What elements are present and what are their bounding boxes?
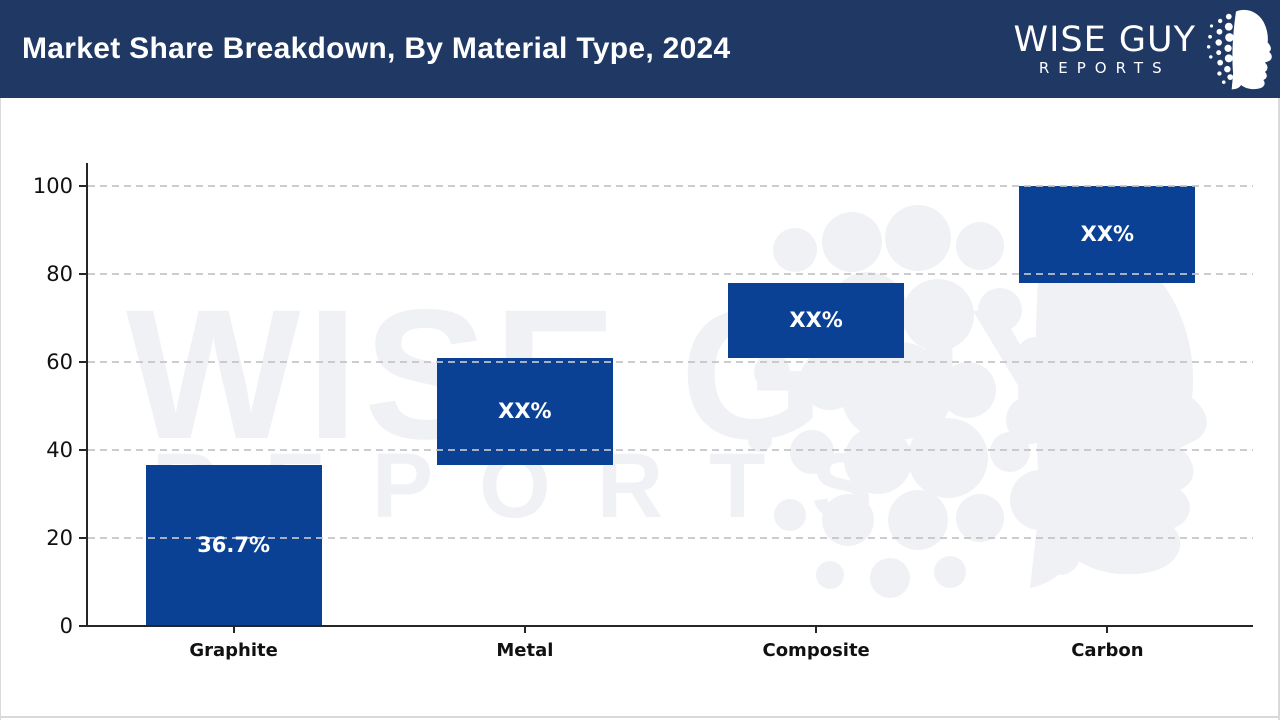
bar-value-label: XX%	[498, 399, 552, 424]
y-tick-mark	[79, 361, 86, 363]
y-tick-label: 100	[32, 174, 73, 198]
y-tick-mark	[79, 185, 86, 187]
page-border-right	[1278, 98, 1280, 720]
x-tick-label: Composite	[762, 640, 870, 661]
bar	[145, 464, 322, 626]
logo-head-icon	[1206, 9, 1272, 90]
y-tick-label: 20	[46, 526, 73, 550]
x-tick-mark	[815, 627, 818, 633]
gridline	[88, 185, 1253, 187]
gridline	[88, 273, 1253, 275]
x-tick-mark	[232, 627, 235, 633]
gridline	[88, 537, 1253, 539]
y-tick-label: 40	[46, 438, 73, 462]
y-tick-label: 60	[46, 350, 73, 374]
gridline	[88, 449, 1253, 451]
y-tick-label: 80	[46, 262, 73, 286]
y-tick-label: 0	[59, 614, 73, 638]
y-tick-mark	[79, 625, 86, 627]
bar-value-label: XX%	[1080, 222, 1135, 247]
logo-text: WISE GUY REPORTS	[1013, 22, 1196, 77]
x-tick-mark	[523, 627, 526, 633]
gridline	[88, 361, 1253, 363]
x-tick-label: Metal	[496, 640, 554, 661]
header: Market Share Breakdown, By Material Type…	[0, 0, 1280, 98]
y-tick-mark	[79, 537, 86, 539]
page-border-left	[0, 98, 1, 720]
x-tick-label: Graphite	[189, 640, 278, 661]
x-axis-line	[86, 625, 1253, 627]
logo-subtitle: REPORTS	[1038, 58, 1171, 77]
bar-value-label: XX%	[789, 308, 843, 333]
y-axis-line	[86, 163, 88, 627]
bar	[436, 357, 613, 465]
y-tick-mark	[79, 273, 86, 275]
logo-wordmark: WISE GUY	[1013, 19, 1196, 60]
x-tick-label: Carbon	[1071, 640, 1144, 661]
x-tick-mark	[1106, 627, 1109, 633]
chart-title: Market Share Breakdown, By Material Type…	[22, 32, 731, 65]
bar-value-label: 36.7%	[197, 533, 271, 558]
wise-guy-logo: WISE GUY REPORTS	[1013, 8, 1272, 90]
y-tick-mark	[79, 449, 86, 451]
page-border-bottom	[0, 716, 1280, 718]
